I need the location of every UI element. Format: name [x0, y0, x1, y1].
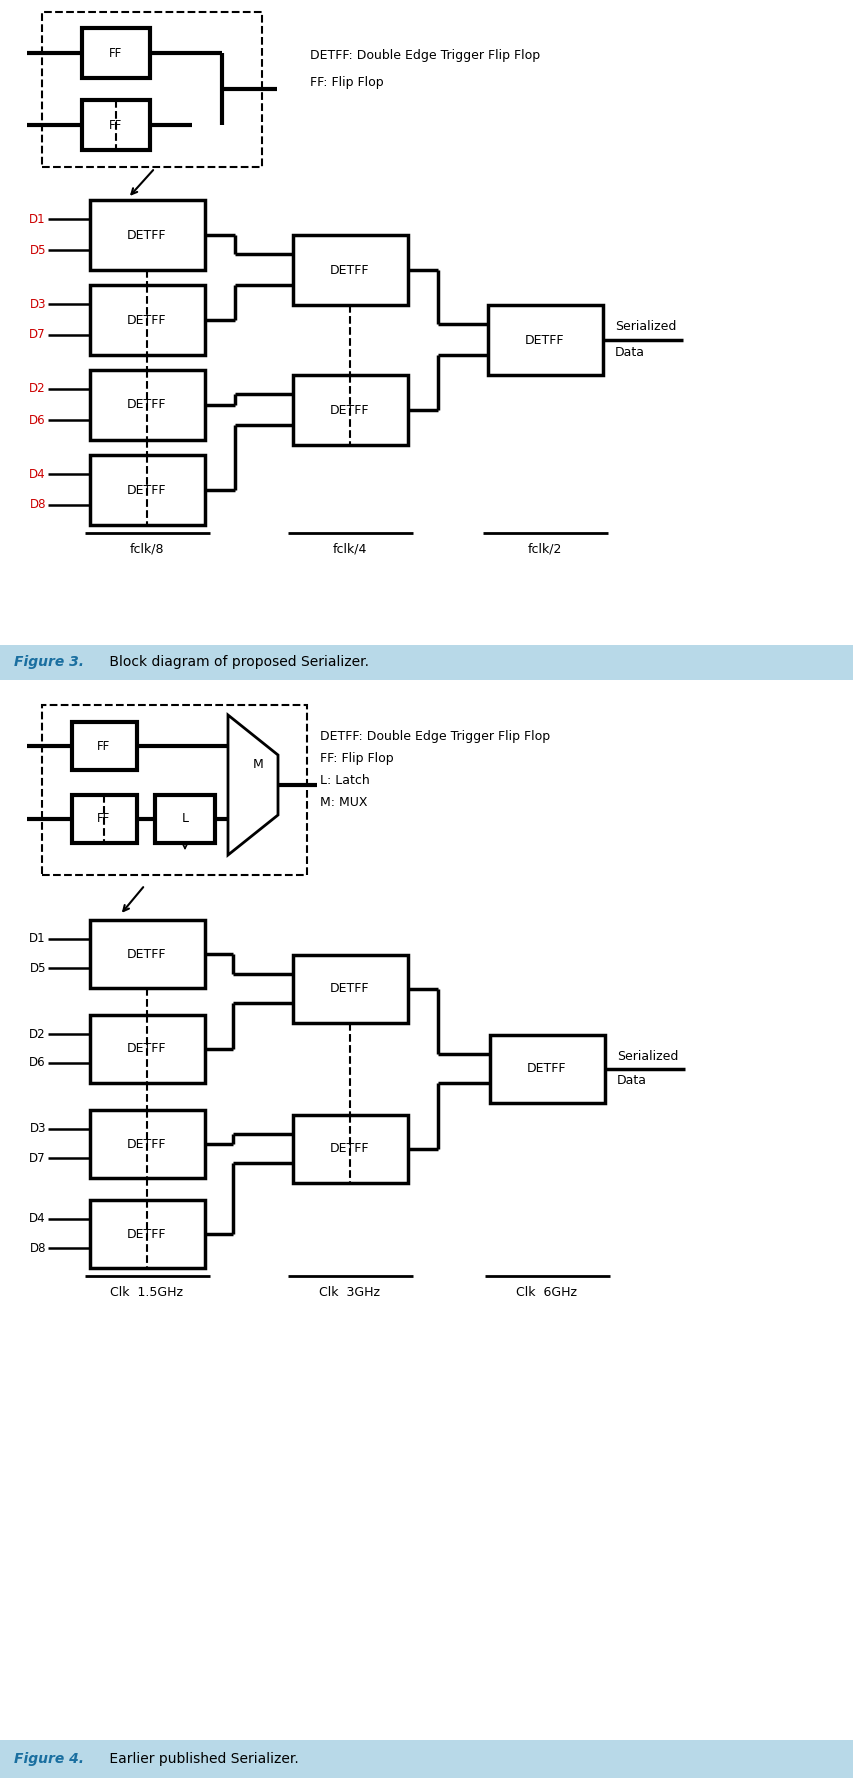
Text: D1: D1 — [29, 213, 46, 225]
Text: DETFF: DETFF — [330, 404, 369, 416]
Text: D6: D6 — [29, 414, 46, 427]
Text: FF: FF — [97, 739, 111, 752]
Text: DETFF: DETFF — [330, 264, 369, 277]
Text: M: M — [252, 759, 263, 772]
Text: D3: D3 — [30, 298, 46, 311]
Text: DETFF: DETFF — [525, 334, 564, 346]
Text: Clk  3GHz: Clk 3GHz — [319, 1286, 380, 1298]
Text: D4: D4 — [29, 1213, 46, 1225]
Bar — [90, 1200, 205, 1268]
Text: DETFF: DETFF — [127, 314, 166, 327]
Text: Data: Data — [614, 346, 644, 359]
Text: D6: D6 — [29, 1057, 46, 1070]
Bar — [82, 100, 150, 150]
Text: D2: D2 — [29, 1027, 46, 1041]
Text: Figure 3.: Figure 3. — [14, 655, 84, 670]
Text: D5: D5 — [30, 961, 46, 975]
Text: L: L — [182, 813, 189, 825]
Bar — [90, 920, 205, 988]
Text: DETFF: DETFF — [127, 948, 166, 961]
Bar — [90, 200, 205, 270]
Bar — [490, 1036, 604, 1104]
Text: Serialized: Serialized — [616, 1050, 677, 1063]
Text: Figure 4.: Figure 4. — [14, 1752, 84, 1766]
Text: Clk  6GHz: Clk 6GHz — [516, 1286, 577, 1298]
Text: FF: Flip Flop: FF: Flip Flop — [320, 752, 393, 764]
Text: DETFF: DETFF — [127, 1227, 166, 1241]
Text: DETFF: DETFF — [526, 1063, 566, 1075]
Text: D7: D7 — [29, 1152, 46, 1164]
Bar — [0, 645, 853, 680]
Bar — [293, 1114, 408, 1182]
Text: D5: D5 — [30, 243, 46, 257]
Text: FF: FF — [97, 813, 111, 825]
Text: DETFF: DETFF — [330, 982, 369, 995]
Text: DETFF: DETFF — [127, 398, 166, 411]
Text: D4: D4 — [29, 468, 46, 480]
Bar — [293, 375, 408, 445]
Text: Serialized: Serialized — [614, 320, 676, 334]
Bar — [72, 795, 136, 843]
Text: M: MUX: M: MUX — [320, 797, 367, 809]
Text: D1: D1 — [29, 932, 46, 945]
Bar — [90, 455, 205, 525]
Bar — [0, 1740, 853, 1779]
Text: DETFF: DETFF — [127, 1138, 166, 1150]
Text: Data: Data — [616, 1075, 647, 1088]
Text: DETFF: DETFF — [127, 484, 166, 497]
Bar — [72, 722, 136, 770]
Bar — [90, 286, 205, 355]
Text: Earlier published Serializer.: Earlier published Serializer. — [105, 1752, 299, 1766]
Text: DETFF: DETFF — [127, 229, 166, 241]
Text: FF: FF — [109, 46, 123, 59]
Text: Clk  1.5GHz: Clk 1.5GHz — [110, 1286, 183, 1298]
Text: D8: D8 — [30, 498, 46, 511]
Bar — [154, 795, 215, 843]
Text: L: Latch: L: Latch — [320, 773, 369, 788]
Bar — [90, 370, 205, 439]
Bar — [42, 13, 262, 168]
Text: DETFF: DETFF — [330, 1143, 369, 1156]
Text: FF: Flip Flop: FF: Flip Flop — [310, 75, 383, 89]
Polygon shape — [228, 714, 278, 855]
Text: fclk/2: fclk/2 — [527, 543, 561, 555]
Bar — [293, 236, 408, 305]
Bar — [90, 1111, 205, 1179]
Bar — [90, 1014, 205, 1082]
Text: D8: D8 — [30, 1241, 46, 1254]
Text: Block diagram of proposed Serializer.: Block diagram of proposed Serializer. — [105, 655, 368, 670]
Text: DETFF: DETFF — [127, 1043, 166, 1056]
Text: DETFF: Double Edge Trigger Flip Flop: DETFF: Double Edge Trigger Flip Flop — [310, 48, 539, 61]
Bar — [82, 29, 150, 79]
Bar — [42, 705, 306, 875]
Text: D7: D7 — [29, 329, 46, 341]
Text: D3: D3 — [30, 1122, 46, 1136]
Bar — [293, 956, 408, 1023]
Text: FF: FF — [109, 118, 123, 132]
Text: DETFF: Double Edge Trigger Flip Flop: DETFF: Double Edge Trigger Flip Flop — [320, 730, 549, 743]
Text: fclk/4: fclk/4 — [333, 543, 367, 555]
Text: D2: D2 — [29, 382, 46, 395]
Bar — [487, 305, 602, 375]
Text: fclk/8: fclk/8 — [130, 543, 164, 555]
